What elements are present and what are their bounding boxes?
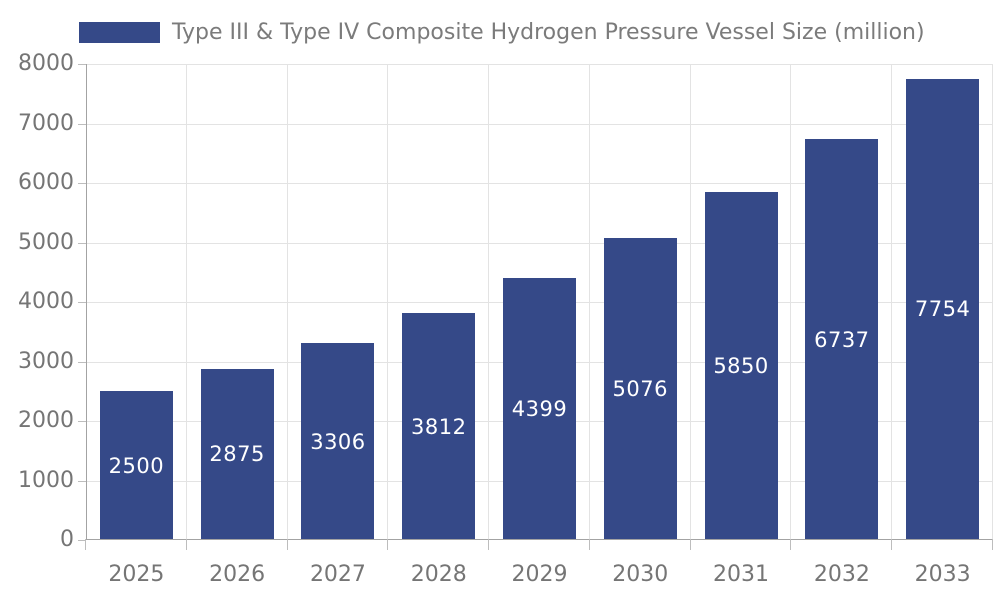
y-axis-tick-label: 1000 (18, 467, 74, 493)
bar: 2500 (99, 391, 173, 540)
x-axis-tick-label: 2033 (914, 562, 971, 587)
y-axis-tick-label: 7000 (18, 110, 74, 136)
x-axis-tick (992, 539, 993, 550)
x-axis-tick (689, 539, 691, 550)
y-axis-tick (78, 361, 86, 363)
bar-value-label: 5076 (612, 376, 668, 401)
gridline-vertical (286, 64, 288, 540)
y-axis-tick-label: 6000 (18, 170, 74, 195)
gridline-vertical (891, 64, 893, 540)
gridline-vertical (588, 64, 590, 540)
x-axis-tick (387, 539, 389, 550)
x-axis-tick-label: 2032 (813, 562, 870, 587)
gridline-vertical (689, 64, 691, 540)
gridline-vertical (992, 64, 993, 540)
y-axis-tick (78, 302, 86, 303)
bar-value-label: 3306 (310, 429, 366, 454)
x-axis-tick-label: 2025 (108, 562, 165, 587)
y-axis-tick-label: 4000 (18, 289, 74, 314)
x-axis-tick-label: 2030 (612, 562, 669, 587)
x-axis-tick (588, 539, 590, 550)
x-axis-tick-label: 2027 (309, 562, 366, 587)
legend-label: Type III & Type IV Composite Hydrogen Pr… (172, 19, 925, 45)
y-axis-tick (78, 242, 86, 244)
gridline-vertical (185, 64, 187, 540)
bar-value-label: 2500 (108, 453, 165, 478)
bar: 5076 (603, 237, 677, 540)
gridline-vertical (488, 64, 490, 540)
y-axis-tick-label: 2000 (18, 408, 74, 433)
legend: Type III & Type IV Composite Hydrogen Pr… (79, 18, 925, 46)
bar-value-label: 2875 (209, 442, 265, 467)
y-axis-tick-label: 8000 (18, 51, 74, 76)
plot-area: 2500 2875 3306 3812 4399 5076 5850 6737 7754 (86, 64, 993, 540)
y-axis-tick-label: 0 (60, 527, 74, 552)
bar: 7754 (906, 78, 980, 540)
gridline-horizontal (86, 183, 993, 184)
x-axis-tick-label: 2029 (511, 562, 568, 587)
x-axis-tick-label: 2028 (410, 562, 467, 587)
bar-value-label: 5850 (713, 353, 769, 378)
x-axis-tick (488, 539, 490, 550)
x-axis-tick (891, 539, 893, 550)
y-axis-tick (78, 421, 86, 422)
gridline-horizontal (86, 242, 993, 244)
bar: 5850 (704, 191, 778, 540)
y-axis-tick (78, 64, 86, 65)
bar-value-label: 3812 (410, 414, 467, 439)
x-axis-tick (790, 539, 792, 550)
y-axis-tick (78, 480, 86, 482)
y-axis-tick-label: 5000 (18, 229, 74, 255)
bar: 3306 (301, 343, 375, 540)
y-axis-tick (78, 540, 86, 541)
x-axis-tick-label: 2026 (209, 562, 266, 587)
legend-swatch-icon (79, 21, 160, 43)
gridline-horizontal (86, 64, 993, 65)
y-axis-tick (78, 183, 86, 184)
x-axis-tick (286, 539, 288, 550)
bar: 4399 (503, 278, 576, 540)
bar: 3812 (402, 313, 476, 540)
gridline-vertical (790, 64, 792, 540)
y-axis-tick-label: 3000 (18, 348, 74, 374)
bar-value-label: 7754 (914, 297, 971, 322)
x-axis-tick (185, 539, 187, 550)
bar: 6737 (805, 139, 879, 540)
y-axis-line (86, 64, 87, 540)
x-axis-tick-label: 2031 (713, 562, 770, 587)
x-axis-tick (85, 539, 86, 550)
bar-value-label: 4399 (511, 397, 568, 422)
bar: 2875 (200, 368, 274, 540)
gridline-vertical (387, 64, 389, 540)
gridline-horizontal (86, 123, 993, 125)
x-axis-line (86, 539, 993, 540)
bar-value-label: 6737 (814, 327, 870, 352)
y-axis-tick (78, 123, 86, 125)
